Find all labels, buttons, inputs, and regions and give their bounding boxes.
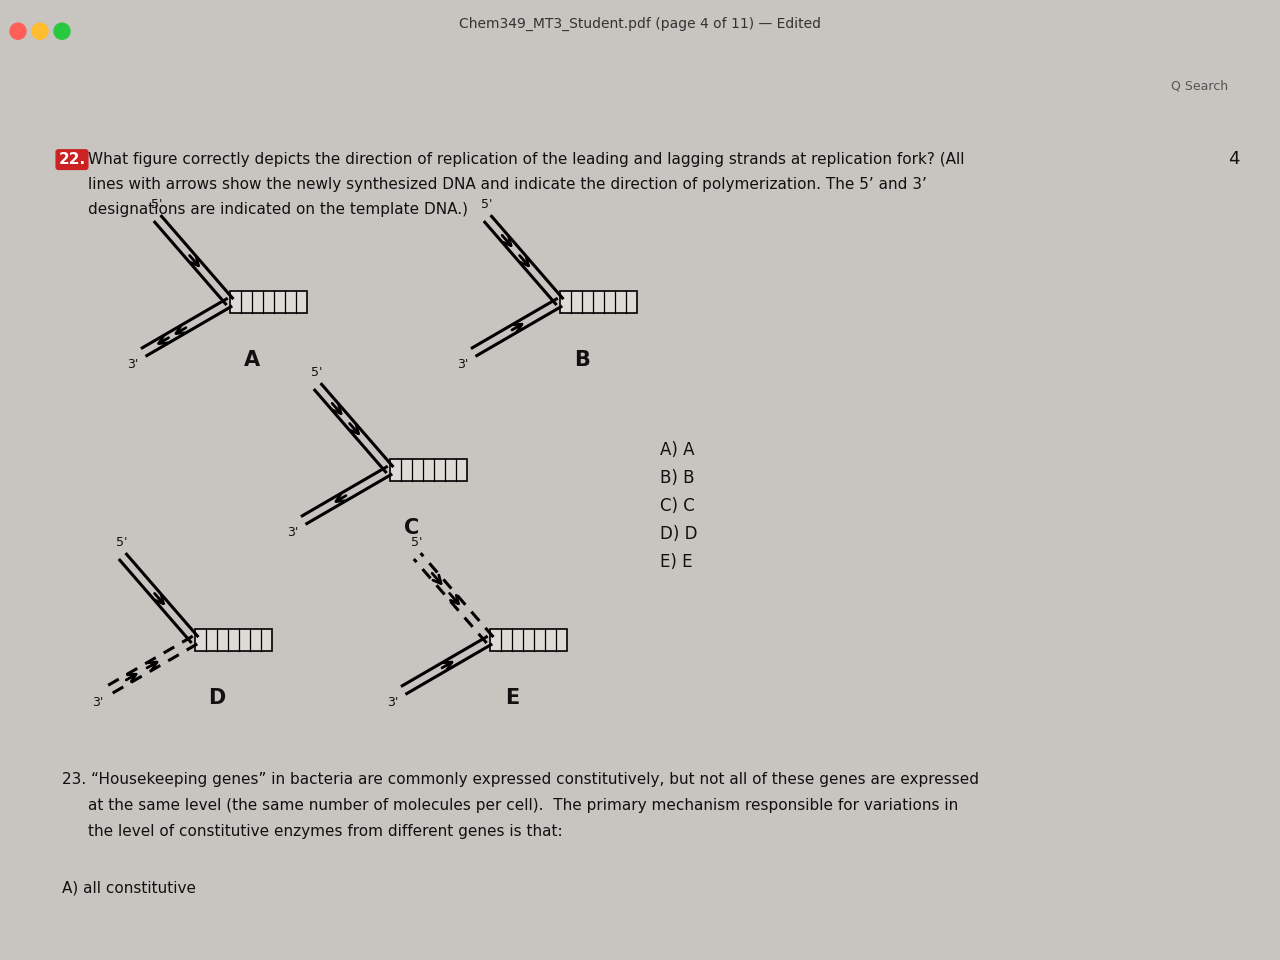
Text: 3': 3' bbox=[288, 526, 300, 539]
Text: 4: 4 bbox=[1229, 150, 1240, 168]
Text: 5': 5' bbox=[151, 198, 163, 210]
Text: 22.: 22. bbox=[59, 152, 86, 167]
Text: C) C: C) C bbox=[660, 497, 695, 516]
Text: 3': 3' bbox=[388, 696, 399, 708]
Text: A: A bbox=[244, 350, 260, 371]
Text: 3': 3' bbox=[457, 358, 468, 371]
Text: 3': 3' bbox=[128, 358, 140, 371]
Text: 5': 5' bbox=[311, 366, 323, 378]
Text: 5': 5' bbox=[411, 536, 422, 548]
Bar bbox=[195, 629, 273, 651]
Text: D) D: D) D bbox=[660, 525, 698, 543]
Text: 3': 3' bbox=[92, 696, 104, 708]
Text: B: B bbox=[573, 350, 590, 371]
Text: 5': 5' bbox=[481, 198, 493, 210]
Text: 23. “Housekeeping genes” in bacteria are commonly expressed constitutively, but : 23. “Housekeeping genes” in bacteria are… bbox=[61, 772, 979, 787]
Circle shape bbox=[32, 23, 49, 39]
Text: What figure correctly depicts the direction of replication of the leading and la: What figure correctly depicts the direct… bbox=[88, 152, 965, 167]
Text: Chem349_MT3_Student.pdf (page 4 of 11) — Edited: Chem349_MT3_Student.pdf (page 4 of 11) —… bbox=[460, 17, 820, 32]
Text: 5': 5' bbox=[116, 536, 128, 548]
Text: A) A: A) A bbox=[660, 441, 695, 459]
Text: D: D bbox=[209, 688, 225, 708]
Text: B) B: B) B bbox=[660, 469, 695, 487]
Bar bbox=[490, 629, 567, 651]
Text: A) all constitutive: A) all constitutive bbox=[61, 880, 196, 895]
Bar bbox=[561, 291, 637, 313]
Text: E: E bbox=[504, 688, 520, 708]
Bar bbox=[230, 291, 307, 313]
Circle shape bbox=[10, 23, 26, 39]
Text: designations are indicated on the template DNA.): designations are indicated on the templa… bbox=[88, 203, 468, 217]
Text: E) E: E) E bbox=[660, 553, 692, 571]
Text: at the same level (the same number of molecules per cell).  The primary mechanis: at the same level (the same number of mo… bbox=[88, 798, 959, 813]
Text: lines with arrows show the newly synthesized DNA and indicate the direction of p: lines with arrows show the newly synthes… bbox=[88, 177, 927, 192]
Text: the level of constitutive enzymes from different genes is that:: the level of constitutive enzymes from d… bbox=[88, 824, 563, 839]
Text: C: C bbox=[404, 518, 420, 538]
Bar bbox=[390, 459, 467, 481]
Text: Q Search: Q Search bbox=[1171, 80, 1229, 93]
Circle shape bbox=[54, 23, 70, 39]
